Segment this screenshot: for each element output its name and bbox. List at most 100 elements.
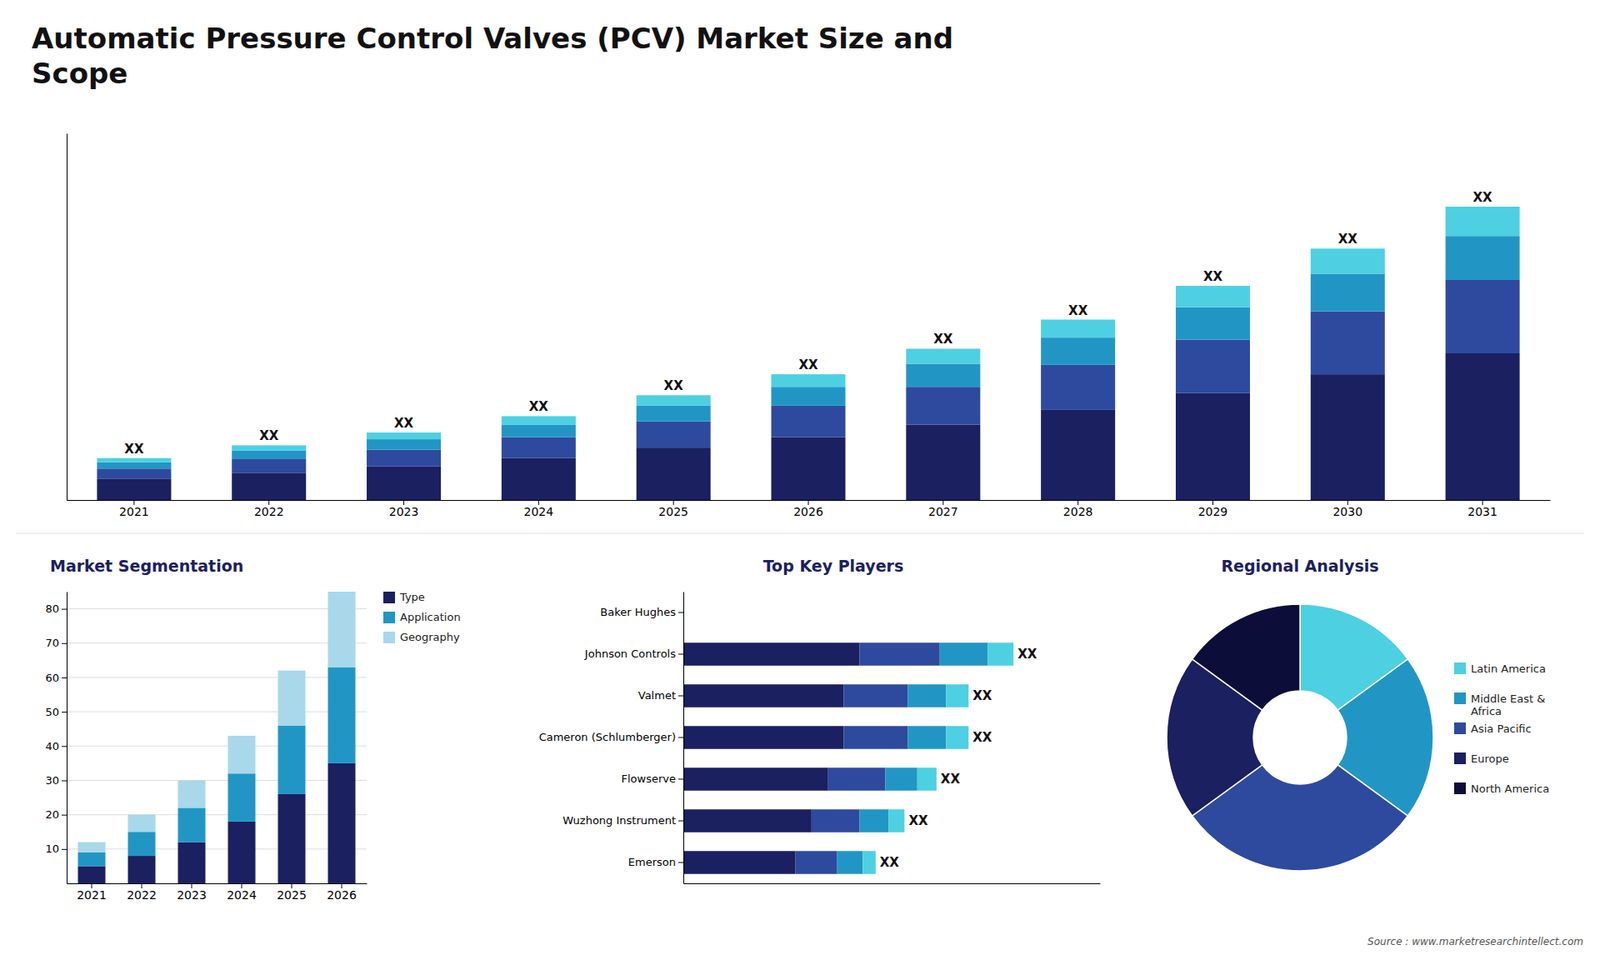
axis-line [683,592,685,885]
annotation: XX [798,357,819,373]
tick-label: Wuzhong Instrument [562,814,676,827]
bar-segment [128,815,156,833]
chart-title: Market Segmentation [50,556,244,575]
annotation: XX [394,415,415,431]
bar-segment [228,773,256,822]
x-axis [684,883,1101,885]
bar-segment [683,809,812,833]
bar-segment [128,831,156,856]
tick: 2023 [176,883,207,902]
tick: 30 [45,774,67,787]
tick-label: 20 [45,808,60,821]
tick-mark [61,677,67,679]
bar-segment [231,450,306,460]
tick-label: Valmet [638,689,676,702]
bar-segment [96,462,171,470]
tick: 50 [45,705,67,719]
legend-item: Europe [1454,752,1510,765]
text-line: Europe [1470,752,1510,765]
pie-chart: Latin AmericaMiddle East &AfricaAsia Pac… [1166,556,1584,948]
bar-segment [843,725,908,750]
tick-label: 2021 [119,505,150,519]
grid-line [66,711,367,713]
tick-mark [678,862,684,864]
bar-segment [231,472,306,500]
grid [66,609,367,850]
grid-line [66,848,367,850]
chart-title: Regional Analysis [1220,556,1379,575]
annotation: XX [1017,646,1038,662]
bar-segment [328,667,356,764]
annotation: XX [880,855,900,870]
bar-segment [178,780,206,808]
legend-swatch [1454,752,1466,765]
legend-label: Europe [1470,752,1510,765]
bar-segment [795,850,838,875]
bar-segment [1445,280,1520,354]
tick: 10 [45,842,67,855]
tick-mark [61,745,67,747]
annotation: XX [908,813,929,829]
bar-segment [940,642,989,666]
tick-label: Johnson Controls [584,647,676,660]
text-line: Africa [1470,705,1502,718]
bar-segment [278,725,306,795]
legend-label: Middle East &Africa [1470,692,1545,718]
bar-segment [771,374,846,387]
legend-item: North America [1454,782,1550,795]
legend: Type Application Geography [383,590,461,645]
bar-segment [1310,248,1385,274]
annotation: XX [972,730,993,745]
series [795,642,940,875]
annotations: XXXXXXXXXXXXXXXXXXXXXX [124,190,1493,457]
tick-label: 30 [45,774,60,787]
series [96,235,1520,469]
axis-line [684,883,1101,885]
tick: Baker Hughes [600,605,684,619]
annotation: XX [1338,231,1359,247]
bar-segment [78,842,106,853]
legend-item: Type [383,590,425,605]
bar-segment [1310,311,1385,375]
slice [1192,604,1300,710]
tick: 60 [45,671,67,685]
bar-segment [862,850,875,875]
legend-item: Geography [383,630,460,645]
tick: 2026 [326,883,357,902]
bar-segment [178,842,206,884]
tick: 2031 [1467,500,1498,519]
legend-item: Middle East &Africa [1454,692,1545,718]
bar-segment [885,767,917,791]
bar-segment [78,865,106,884]
bar-segment [905,386,980,425]
legend-label: Asia Pacific [1470,722,1532,735]
bar-segment [1445,235,1520,280]
bar-segment [501,424,576,437]
bar-segment [78,852,106,866]
tick-mark [678,779,684,780]
tick-label: 2024 [226,888,257,902]
tick-label: Cameron (Schlumberger) [539,730,676,744]
bar-segment [636,395,711,406]
tick: 2029 [1198,500,1229,519]
series [96,280,1520,480]
bar-segment [636,421,711,448]
chart-title: Top Key Players [763,556,905,575]
tick-mark [678,820,684,822]
bar-segment [683,642,860,666]
series [96,206,1520,463]
bar-segment [96,468,171,480]
x-axis: 202120222023202420252026 [67,883,368,902]
tick-label: 2028 [1063,505,1094,519]
legend-item: Application [383,610,461,625]
legend-label: Type [399,590,425,604]
tick-label: 2024 [524,505,555,519]
legend-swatch [1454,782,1466,795]
bar-segment [501,458,576,500]
bar-segment [683,684,844,708]
legend-label: Application [400,610,461,624]
slices [1166,604,1434,871]
tick: 2022 [254,500,285,519]
annotation: XX [1203,269,1224,285]
bar-segment [771,386,846,406]
